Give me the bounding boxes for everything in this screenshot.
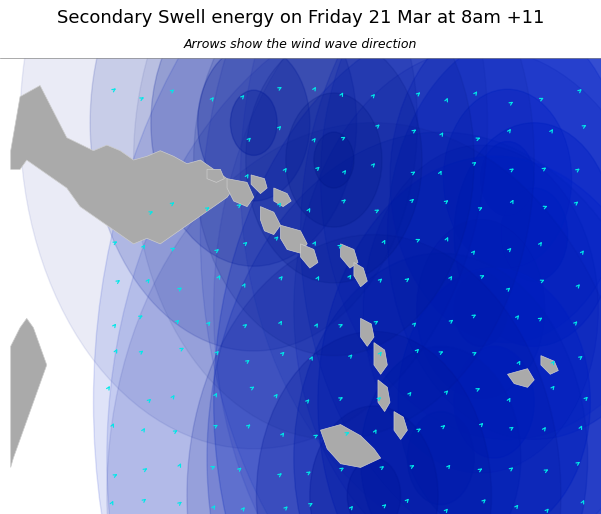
Circle shape <box>390 15 601 343</box>
Circle shape <box>320 0 601 439</box>
Circle shape <box>187 234 561 514</box>
Polygon shape <box>260 207 281 234</box>
Circle shape <box>294 48 601 514</box>
Circle shape <box>194 0 474 356</box>
Circle shape <box>133 0 534 439</box>
Circle shape <box>286 93 382 227</box>
Polygon shape <box>11 318 47 467</box>
Polygon shape <box>374 343 387 374</box>
Circle shape <box>207 132 601 514</box>
Circle shape <box>398 268 590 514</box>
Text: Arrows show the wind wave direction: Arrows show the wind wave direction <box>184 39 417 51</box>
Circle shape <box>481 141 534 216</box>
Polygon shape <box>378 380 390 412</box>
Circle shape <box>310 406 438 514</box>
Circle shape <box>257 332 492 514</box>
Circle shape <box>240 0 601 514</box>
Circle shape <box>214 11 601 514</box>
Circle shape <box>347 458 401 514</box>
Polygon shape <box>507 369 534 388</box>
Circle shape <box>416 219 545 398</box>
Circle shape <box>300 0 601 514</box>
Polygon shape <box>227 179 254 207</box>
Circle shape <box>230 90 277 155</box>
Circle shape <box>294 253 588 514</box>
Circle shape <box>454 346 534 458</box>
Circle shape <box>318 156 601 514</box>
Circle shape <box>200 0 601 514</box>
Circle shape <box>454 123 601 346</box>
Polygon shape <box>281 225 307 253</box>
Polygon shape <box>320 425 380 467</box>
Polygon shape <box>361 318 374 346</box>
Circle shape <box>407 412 474 505</box>
Circle shape <box>107 0 601 514</box>
Circle shape <box>94 0 601 514</box>
Circle shape <box>361 346 521 514</box>
Polygon shape <box>274 188 291 207</box>
Circle shape <box>501 188 567 281</box>
Circle shape <box>454 272 507 346</box>
Circle shape <box>214 0 601 514</box>
Text: Secondary Swell energy on Friday 21 Mar at 8am +11: Secondary Swell energy on Friday 21 Mar … <box>57 9 544 27</box>
Circle shape <box>151 0 356 266</box>
Polygon shape <box>11 85 234 244</box>
Circle shape <box>107 123 601 514</box>
Circle shape <box>20 0 487 449</box>
Polygon shape <box>394 412 407 439</box>
Polygon shape <box>341 244 358 268</box>
Circle shape <box>314 132 354 188</box>
Polygon shape <box>354 263 367 287</box>
Circle shape <box>363 145 599 473</box>
Polygon shape <box>251 175 267 194</box>
Circle shape <box>198 45 310 201</box>
Circle shape <box>444 89 572 268</box>
Circle shape <box>90 0 417 351</box>
Polygon shape <box>300 244 318 268</box>
Circle shape <box>246 37 422 283</box>
Circle shape <box>387 30 601 439</box>
Polygon shape <box>207 169 224 182</box>
Polygon shape <box>541 356 558 374</box>
